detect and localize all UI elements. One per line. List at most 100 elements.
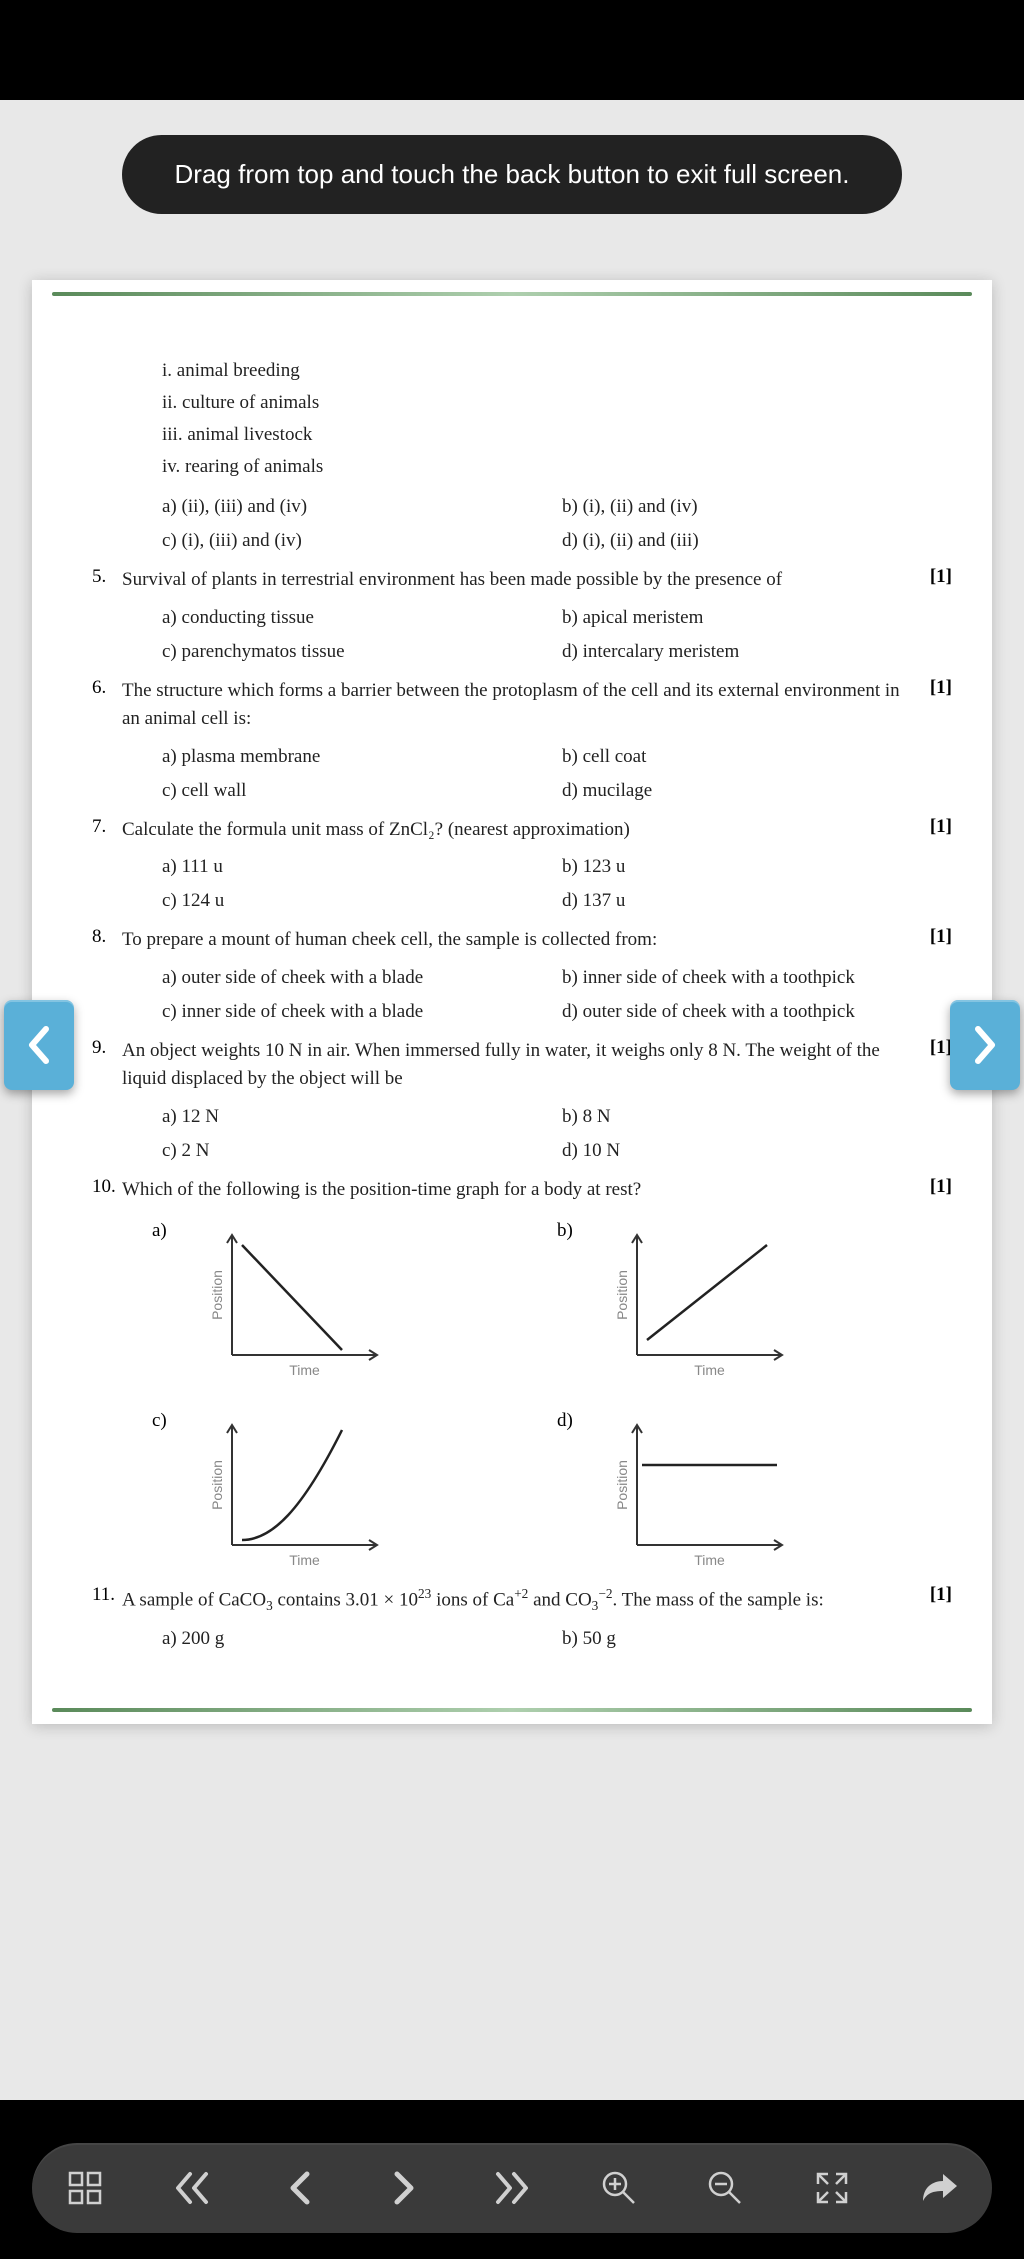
q10-marks: [1] bbox=[930, 1176, 952, 1198]
svg-text:Time: Time bbox=[289, 1362, 320, 1378]
zoom-out-button[interactable] bbox=[697, 2169, 753, 2207]
q5-number: 5. bbox=[92, 566, 106, 588]
q4-opt-a: a) (ii), (iii) and (iv) bbox=[162, 496, 542, 518]
chevron-left-icon bbox=[285, 2170, 313, 2206]
page-nav-overlay bbox=[0, 1000, 1024, 1090]
q11-opt-b: b) 50 g bbox=[562, 1628, 942, 1650]
q11-opt-a: a) 200 g bbox=[162, 1628, 542, 1650]
q7-opt-a: a) 111 u bbox=[162, 856, 542, 878]
question-10: 10. Which of the following is the positi… bbox=[122, 1176, 942, 1571]
q10-number: 10. bbox=[92, 1176, 116, 1198]
first-page-button[interactable] bbox=[164, 2170, 220, 2206]
q5-opt-d: d) intercalary meristem bbox=[562, 641, 942, 663]
question-6: 6. The structure which forms a barrier b… bbox=[122, 677, 942, 802]
q11-marks: [1] bbox=[930, 1584, 952, 1606]
q6-opt-a: a) plasma membrane bbox=[162, 746, 542, 768]
svg-text:Position: Position bbox=[209, 1270, 225, 1320]
zoom-in-button[interactable] bbox=[591, 2169, 647, 2207]
svg-text:Time: Time bbox=[694, 1362, 725, 1378]
svg-text:Position: Position bbox=[614, 1270, 630, 1320]
q6-marks: [1] bbox=[930, 677, 952, 699]
q5-marks: [1] bbox=[930, 566, 952, 588]
graph-d-svg: Position Time bbox=[597, 1410, 797, 1570]
q9-opt-b: b) 8 N bbox=[562, 1106, 942, 1128]
double-chevron-right-icon bbox=[492, 2170, 532, 2206]
prev-button[interactable] bbox=[271, 2170, 327, 2206]
q10-label-b: b) bbox=[557, 1220, 573, 1242]
grid-view-button[interactable] bbox=[57, 2170, 113, 2206]
bottom-toolbar bbox=[32, 2143, 992, 2233]
q4-opt-c: c) (i), (iii) and (iv) bbox=[162, 530, 542, 552]
svg-text:Position: Position bbox=[209, 1460, 225, 1510]
q10-graph-grid: a) PositionTime b) PositionTime c) Posit… bbox=[162, 1220, 942, 1570]
graph-c-svg: Position Time bbox=[192, 1410, 392, 1570]
roman-item-i: i. animal breeding bbox=[162, 360, 942, 382]
q5-opt-b: b) apical meristem bbox=[562, 607, 942, 629]
question-7: 7. Calculate the formula unit mass of Zn… bbox=[122, 816, 942, 913]
q4-opt-d: d) (i), (ii) and (iii) bbox=[562, 530, 942, 552]
next-page-button[interactable] bbox=[950, 1000, 1020, 1090]
svg-text:Time: Time bbox=[289, 1552, 320, 1568]
q11-number: 11. bbox=[92, 1584, 115, 1606]
q6-number: 6. bbox=[92, 677, 106, 699]
chevron-right-icon bbox=[391, 2170, 419, 2206]
prev-page-button[interactable] bbox=[4, 1000, 74, 1090]
expand-icon bbox=[814, 2170, 850, 2206]
q10-graph-d: d) PositionTime bbox=[567, 1410, 942, 1570]
q4-opt-b: b) (i), (ii) and (iv) bbox=[562, 496, 942, 518]
q6-opt-d: d) mucilage bbox=[562, 780, 942, 802]
graph-a-svg: Position Time bbox=[192, 1220, 392, 1380]
q7-marks: [1] bbox=[930, 816, 952, 838]
q7-opt-c: c) 124 u bbox=[162, 890, 542, 912]
q9-opt-a: a) 12 N bbox=[162, 1106, 542, 1128]
question-4-options: a) (ii), (iii) and (iv) b) (i), (ii) and… bbox=[122, 496, 942, 552]
roman-item-ii: ii. culture of animals bbox=[162, 392, 942, 414]
q7-opt-d: d) 137 u bbox=[562, 890, 942, 912]
q9-opt-d: d) 10 N bbox=[562, 1140, 942, 1162]
viewport: i. animal breeding ii. culture of animal… bbox=[0, 100, 1024, 2100]
q8-opt-a: a) outer side of cheek with a blade bbox=[162, 967, 542, 989]
fullscreen-button[interactable] bbox=[804, 2170, 860, 2206]
graph-b-svg: Position Time bbox=[597, 1220, 797, 1380]
q6-stem: The structure which forms a barrier betw… bbox=[122, 677, 942, 734]
q10-label-a: a) bbox=[152, 1220, 167, 1242]
roman-item-iv: iv. rearing of animals bbox=[162, 456, 942, 478]
share-button[interactable] bbox=[911, 2171, 967, 2205]
q8-opt-b: b) inner side of cheek with a toothpick bbox=[562, 967, 942, 989]
chevron-right-icon bbox=[970, 1025, 1000, 1065]
q6-opt-c: c) cell wall bbox=[162, 780, 542, 802]
q9-opt-c: c) 2 N bbox=[162, 1140, 542, 1162]
q10-label-c: c) bbox=[152, 1410, 167, 1432]
chevron-left-icon bbox=[24, 1025, 54, 1065]
zoom-in-icon bbox=[600, 2169, 638, 2207]
q7-stem: Calculate the formula unit mass of ZnCl₂… bbox=[122, 816, 942, 845]
q5-stem: Survival of plants in terrestrial enviro… bbox=[122, 566, 942, 595]
question-11: 11. A sample of CaCO3 contains 3.01 × 10… bbox=[122, 1584, 942, 1650]
q5-opt-c: c) parenchymatos tissue bbox=[162, 641, 542, 663]
q5-opt-a: a) conducting tissue bbox=[162, 607, 542, 629]
q7-opt-b: b) 123 u bbox=[562, 856, 942, 878]
q6-opt-b: b) cell coat bbox=[562, 746, 942, 768]
last-page-button[interactable] bbox=[484, 2170, 540, 2206]
grid-icon bbox=[67, 2170, 103, 2206]
question-5: 5. Survival of plants in terrestrial env… bbox=[122, 566, 942, 663]
next-button[interactable] bbox=[377, 2170, 433, 2206]
zoom-out-icon bbox=[706, 2169, 744, 2207]
svg-text:Position: Position bbox=[614, 1460, 630, 1510]
q7-number: 7. bbox=[92, 816, 106, 838]
share-arrow-icon bbox=[919, 2171, 959, 2205]
q10-graph-a: a) PositionTime bbox=[162, 1220, 537, 1380]
q10-graph-b: b) PositionTime bbox=[567, 1220, 942, 1380]
roman-item-iii: iii. animal livestock bbox=[162, 424, 942, 446]
q10-stem: Which of the following is the position-t… bbox=[122, 1176, 942, 1205]
q10-graph-c: c) PositionTime bbox=[162, 1410, 537, 1570]
q8-marks: [1] bbox=[930, 926, 952, 948]
double-chevron-left-icon bbox=[172, 2170, 212, 2206]
roman-list: i. animal breeding ii. culture of animal… bbox=[162, 360, 942, 478]
svg-text:Time: Time bbox=[694, 1552, 725, 1568]
q10-label-d: d) bbox=[557, 1410, 573, 1432]
q8-stem: To prepare a mount of human cheek cell, … bbox=[122, 926, 942, 955]
fullscreen-toast: Drag from top and touch the back button … bbox=[122, 135, 902, 214]
q8-number: 8. bbox=[92, 926, 106, 948]
q11-stem: A sample of CaCO3 contains 3.01 × 1023 i… bbox=[122, 1584, 942, 1616]
